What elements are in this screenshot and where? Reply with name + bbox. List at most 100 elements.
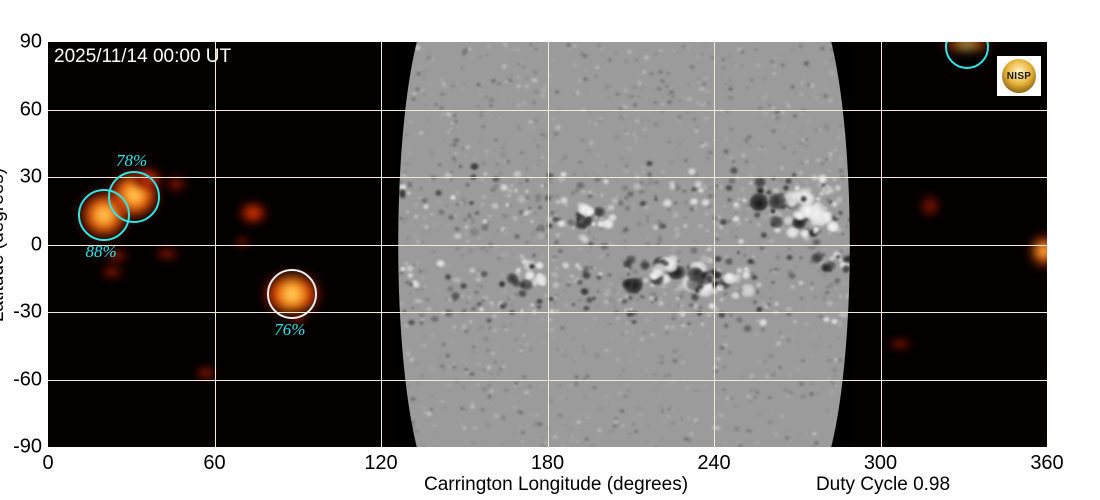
flux-speckle — [489, 187, 496, 193]
flux-speckle — [716, 214, 722, 219]
flux-speckle — [670, 326, 676, 331]
flux-speckle — [581, 236, 590, 243]
flux-speckle — [697, 187, 705, 193]
detection-circle-3[interactable] — [944, 42, 989, 69]
flux-speckle — [728, 126, 734, 131]
flux-speckle — [658, 300, 665, 306]
detection-circle-1[interactable] — [77, 189, 130, 242]
flux-speckle — [469, 405, 476, 410]
grid-layer — [48, 42, 1047, 447]
active-region-5-flux — [523, 270, 535, 280]
detection-circle-2[interactable] — [267, 269, 318, 319]
flux-speckle — [766, 316, 769, 318]
flux-speckle — [535, 195, 539, 198]
flux-speckle — [555, 347, 560, 351]
flux-speckle — [557, 384, 562, 387]
flux-speckle — [681, 418, 683, 420]
flux-speckle — [801, 112, 805, 116]
flux-speckle — [517, 125, 522, 129]
flux-speckle — [484, 265, 487, 268]
flux-speckle — [749, 388, 753, 391]
flux-speckle — [613, 79, 616, 81]
flux-speckle — [519, 129, 523, 133]
flux-speckle — [520, 310, 525, 314]
plot-area[interactable]: 78% 88% 76% 2025/11/14 00:00 UT NISP — [48, 42, 1047, 447]
flux-speckle — [756, 319, 759, 322]
flux-speckle — [715, 425, 721, 431]
flux-speckle — [491, 352, 495, 356]
flux-speckle — [652, 372, 658, 377]
flux-speckle — [488, 388, 495, 394]
flux-speckle — [722, 418, 726, 422]
flux-speckle — [681, 375, 685, 378]
flux-speckle — [599, 255, 604, 259]
flux-speckle — [655, 86, 662, 92]
flux-speckle — [622, 394, 628, 399]
flux-speckle — [489, 71, 493, 74]
flux-speckle — [771, 373, 776, 378]
active-region-0-flux — [766, 190, 772, 196]
flux-speckle — [482, 296, 487, 299]
flux-speckle — [447, 223, 451, 227]
flux-speckle — [707, 247, 713, 252]
flux-speckle — [692, 118, 697, 122]
flux-speckle — [668, 184, 676, 190]
flux-speckle — [574, 64, 578, 67]
flux-speckle — [532, 212, 537, 216]
flux-speckle — [728, 82, 733, 86]
flux-speckle — [464, 363, 467, 365]
flux-speckle — [585, 296, 594, 303]
flux-speckle — [554, 125, 561, 130]
flux-speckle — [734, 405, 738, 408]
flux-speckle — [711, 390, 714, 393]
flux-speckle — [742, 198, 747, 203]
flux-speckle — [522, 210, 530, 217]
flux-speckle — [788, 278, 791, 281]
flux-speckle — [687, 84, 690, 86]
flux-speckle — [598, 117, 603, 121]
flux-speckle — [601, 203, 606, 206]
flux-speckle — [775, 255, 781, 260]
flux-speckle — [667, 406, 673, 411]
flux-speckle — [500, 416, 507, 421]
flux-speckle — [738, 145, 742, 148]
flux-speckle — [563, 302, 570, 307]
flux-speckle — [623, 227, 629, 233]
flux-speckle — [756, 291, 761, 295]
flux-speckle — [760, 327, 766, 331]
flux-speckle — [578, 266, 582, 270]
active-region-4-flux — [705, 274, 714, 281]
flux-speckle — [452, 156, 457, 160]
flux-speckle — [623, 239, 627, 242]
flux-speckle — [682, 172, 686, 175]
flux-speckle — [593, 192, 598, 197]
flux-speckle — [704, 249, 709, 253]
flux-speckle — [707, 194, 713, 198]
flux-speckle — [543, 294, 549, 298]
flux-speckle — [708, 150, 713, 155]
y-tick-90: 90 — [19, 30, 42, 53]
flux-speckle — [449, 195, 457, 201]
flux-speckle — [608, 430, 611, 433]
flux-speckle — [540, 94, 546, 98]
flux-speckle — [445, 176, 448, 178]
flux-speckle — [607, 323, 610, 325]
flux-speckle — [644, 135, 647, 137]
flux-speckle — [520, 346, 523, 349]
flux-speckle — [593, 317, 597, 320]
flux-speckle — [722, 334, 726, 337]
flux-speckle — [440, 83, 447, 89]
flux-speckle — [506, 166, 511, 170]
flux-speckle — [763, 112, 769, 116]
flux-speckle — [518, 194, 522, 197]
flux-speckle — [695, 390, 698, 392]
flux-speckle — [556, 184, 559, 186]
flux-speckle — [622, 105, 626, 109]
flux-speckle — [460, 423, 464, 426]
flux-speckle — [632, 207, 636, 210]
flux-speckle — [797, 170, 804, 176]
flux-speckle — [687, 322, 691, 325]
flux-speckle — [628, 432, 631, 435]
flux-speckle — [632, 334, 635, 336]
flux-speckle — [508, 203, 513, 208]
